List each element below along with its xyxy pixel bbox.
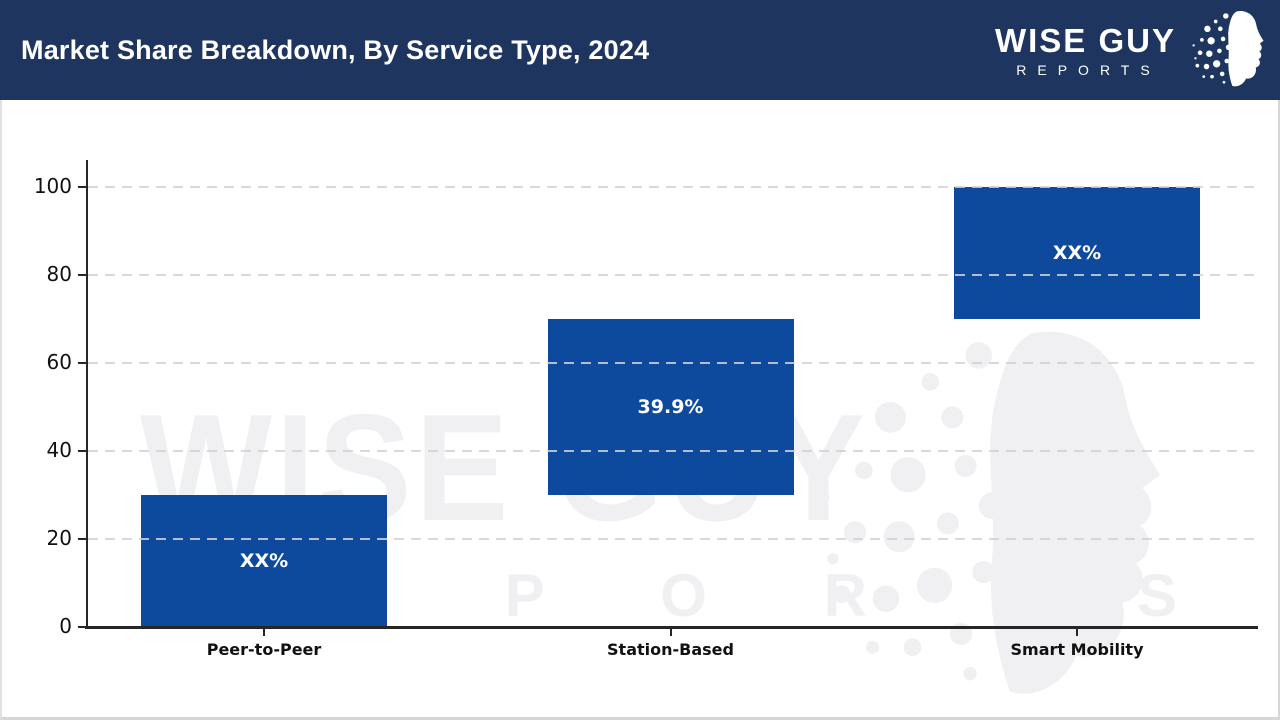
- y-tick-mark: [78, 362, 86, 364]
- y-tick-mark: [78, 274, 86, 276]
- y-tick-mark: [78, 186, 86, 188]
- x-tick-mark: [1076, 629, 1078, 636]
- y-tick-label: 100: [33, 174, 72, 198]
- gridline: [88, 450, 1256, 452]
- y-tick-label: 60: [46, 350, 72, 374]
- brand-face-icon: [1192, 11, 1264, 87]
- gridline: [88, 274, 1256, 276]
- category-label-smart-mobility: Smart Mobility: [1010, 640, 1144, 659]
- y-tick-label: 40: [46, 438, 72, 462]
- gridline: [88, 538, 1256, 540]
- bar-value-label: XX%: [239, 550, 289, 572]
- x-tick-mark: [669, 629, 672, 636]
- category-label-peer-to-peer: Peer-to-Peer: [206, 640, 322, 659]
- y-tick-mark: [78, 626, 86, 628]
- x-axis: [85, 626, 1258, 629]
- gridline: [88, 186, 1256, 188]
- brand-subtitle: REPORTS: [1016, 61, 1161, 78]
- bar-station-based: 39.9%: [547, 319, 794, 495]
- header: Market Share Breakdown, By Service Type,…: [0, 0, 1280, 100]
- category-label-station-based: Station-Based: [607, 640, 734, 659]
- bar-value-label: 39.9%: [637, 396, 704, 419]
- bar-peer-to-peer: XX%: [141, 495, 387, 627]
- y-tick-mark: [78, 450, 86, 452]
- y-tick-label: 0: [59, 614, 72, 638]
- bar-value-label: XX%: [1052, 242, 1102, 265]
- y-tick-mark: [78, 538, 86, 540]
- gridline: [88, 362, 1256, 364]
- y-tick-label: 80: [46, 262, 72, 286]
- brand-logo: WISE GUY REPORTS: [995, 8, 1270, 92]
- y-tick-label: 20: [46, 526, 72, 550]
- brand-logo-text: WISE GUY REPORTS: [995, 24, 1176, 77]
- bar-smart-mobility: XX%: [954, 187, 1200, 320]
- page-title: Market Share Breakdown, By Service Type,…: [21, 34, 650, 65]
- y-axis: [86, 160, 88, 629]
- brand-name: WISE GUY: [994, 21, 1176, 59]
- x-tick-mark: [263, 629, 265, 636]
